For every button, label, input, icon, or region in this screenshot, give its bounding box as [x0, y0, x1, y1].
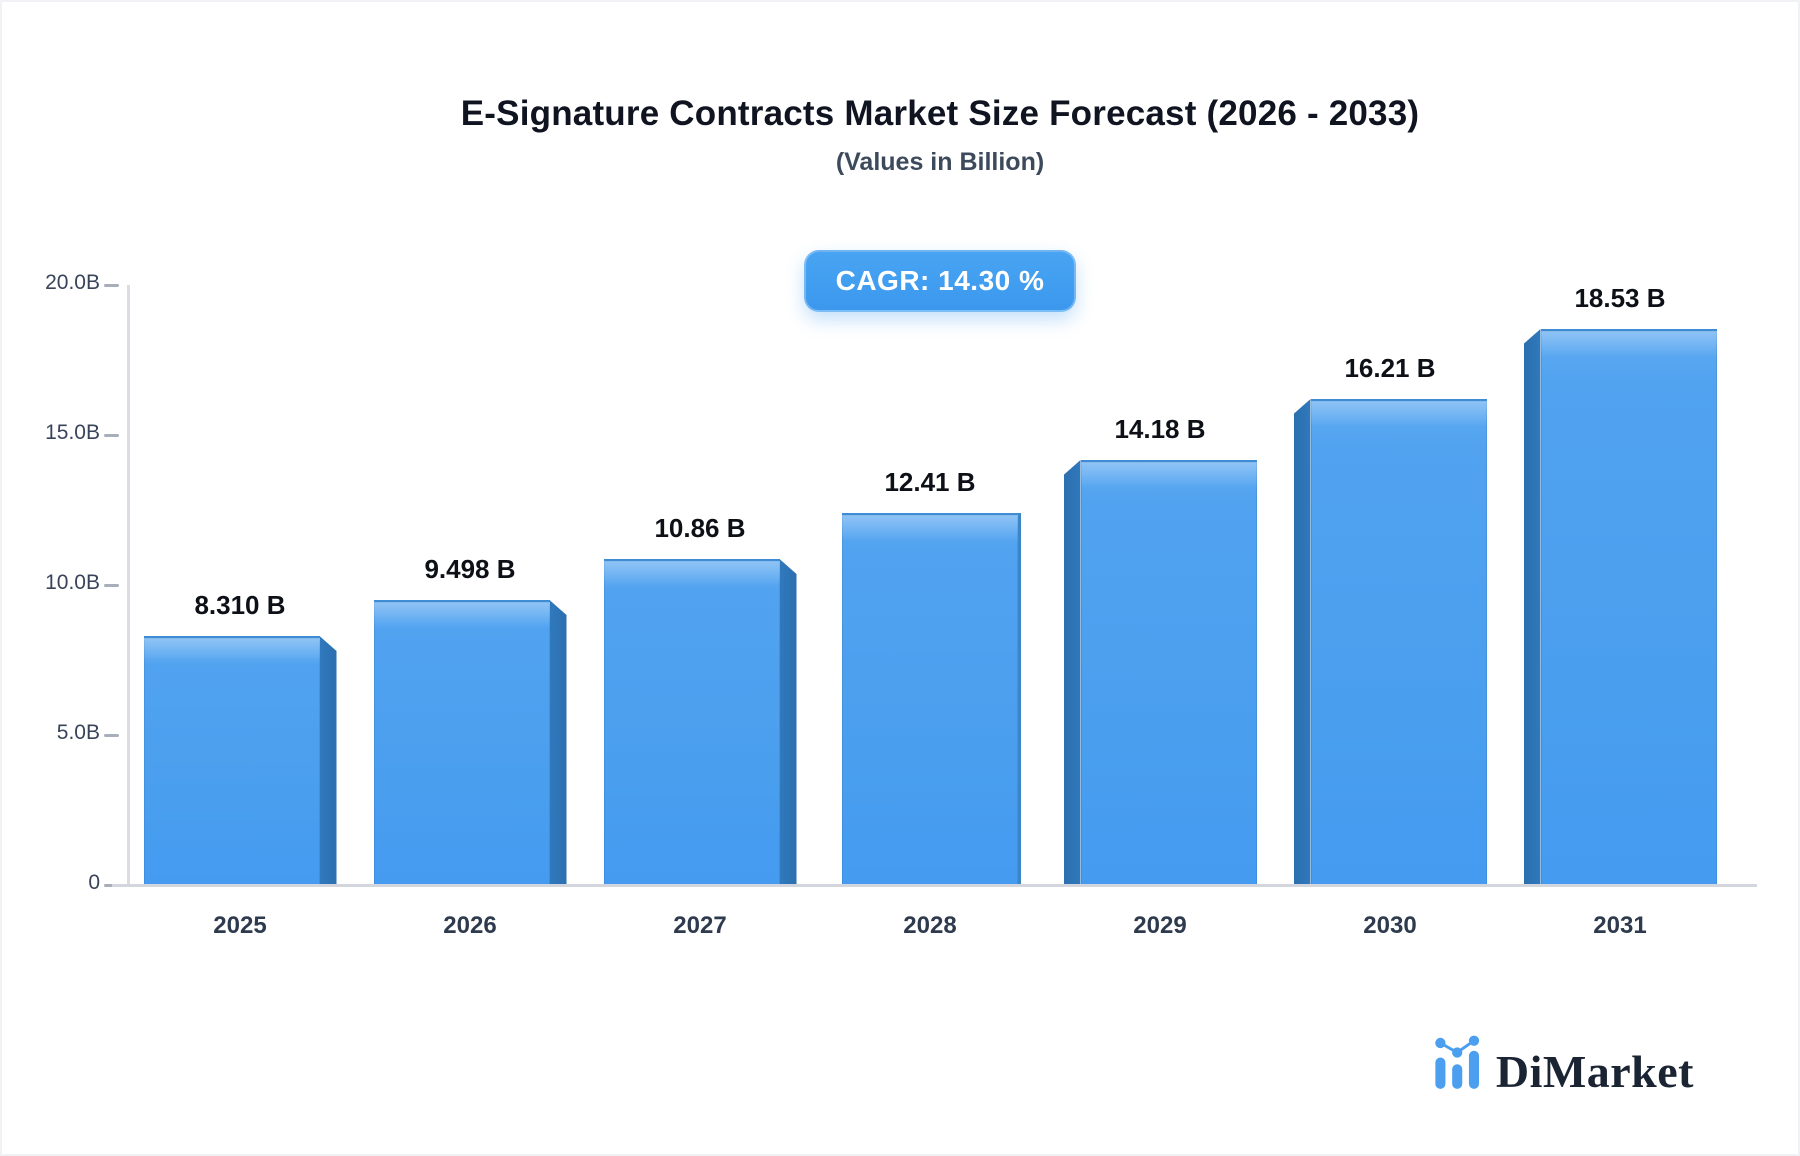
bar-2028: [842, 513, 1021, 885]
x-axis-label: 2025: [213, 912, 267, 939]
bar-highlight: [1080, 462, 1257, 488]
bar-value-label: 8.310 B: [194, 590, 286, 620]
bar-highlight: [1540, 331, 1717, 357]
bar-value-label: 10.86 B: [654, 513, 746, 543]
y-axis-tick-mark: [104, 434, 119, 437]
bar-highlight: [1310, 401, 1487, 427]
brand-name: DiMarket: [1495, 1046, 1694, 1097]
bar-2026: [373, 600, 550, 885]
y-axis-line: [127, 285, 130, 885]
x-axis-label: 2026: [443, 912, 497, 939]
bar-2031: [1540, 329, 1717, 885]
chart-subtitle: (Values in Billion): [835, 148, 1045, 176]
bar-3d-side-2029: [1063, 460, 1081, 885]
cagr-badge-wrap: CAGR: 14.30 %: [90, 250, 1790, 312]
bar-value-label: 18.53 B: [1574, 283, 1666, 313]
bar-3d-side-2025: [319, 636, 337, 885]
x-axis-label: 2030: [1363, 912, 1417, 939]
bar-3d-side-2026: [549, 600, 567, 885]
y-axis-tick-label: 20.0B: [45, 271, 100, 294]
bar-value-label: 14.18 B: [1114, 414, 1206, 444]
y-axis-tick-mark: [104, 884, 119, 887]
bar-3d-side-2030: [1293, 399, 1311, 885]
bar-value-label: 9.498 B: [424, 554, 516, 584]
bar-2030: [1310, 399, 1487, 885]
bar-chart-logo-icon: [1434, 1034, 1486, 1095]
x-axis-label: 2028: [903, 912, 957, 939]
brand-logo: DiMarket: [1434, 1034, 1694, 1095]
bar-value-label: 16.21 B: [1344, 353, 1436, 383]
cagr-badge: CAGR: 14.30 %: [803, 250, 1077, 312]
bar-2029: [1080, 460, 1257, 885]
bar-highlight: [842, 515, 1018, 541]
bar-2025: [143, 636, 320, 885]
x-axis-line: [112, 884, 1757, 887]
bar-2027: [603, 559, 780, 885]
bar-highlight: [143, 638, 320, 664]
y-axis-tick-label: 15.0B: [45, 421, 100, 444]
y-axis-tick-label: 5.0B: [56, 721, 100, 744]
x-axis-label: 2027: [673, 912, 727, 939]
y-axis-tick-mark: [104, 734, 119, 737]
y-axis-tick-mark: [104, 284, 119, 287]
chart-title: E-Signature Contracts Market Size Foreca…: [460, 94, 1420, 133]
x-axis-label: 2029: [1133, 912, 1187, 939]
bar-3d-side-2027: [779, 559, 797, 885]
bar-highlight: [373, 602, 550, 628]
y-axis-tick-label: 0: [88, 871, 100, 894]
x-axis-label: 2031: [1593, 912, 1647, 939]
bar-value-label: 12.41 B: [884, 467, 976, 497]
bar-3d-side-2031: [1523, 329, 1541, 885]
y-axis-tick-label: 10.0B: [45, 571, 100, 594]
y-axis-tick-mark: [104, 584, 119, 587]
bar-highlight: [603, 561, 780, 587]
